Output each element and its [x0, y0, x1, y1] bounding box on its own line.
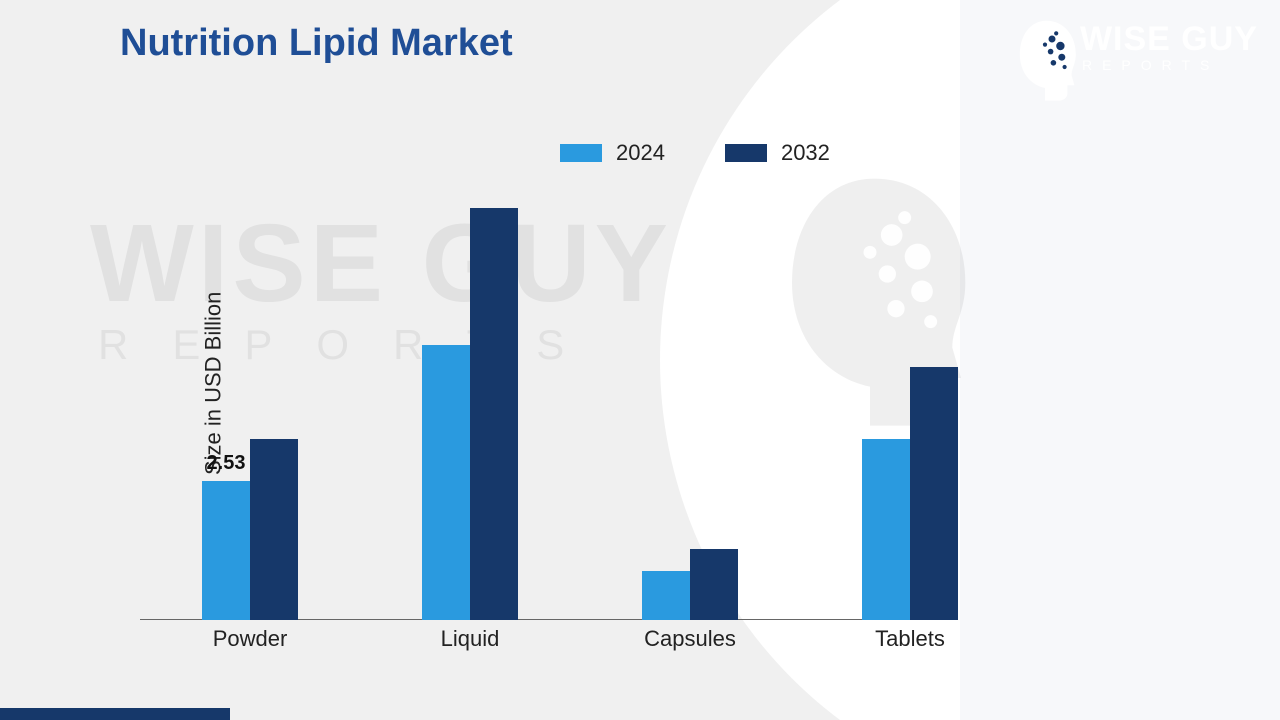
bar-2032-tablets: [910, 367, 958, 620]
logo-line1: WISE GUY: [1080, 20, 1258, 59]
bar-2032-powder: [250, 439, 298, 621]
bar-2024-liquid: [422, 345, 470, 620]
bottom-accent-strip: [0, 708, 230, 720]
bar-2032-liquid: [470, 208, 518, 621]
legend-item-2024: 2024: [560, 140, 665, 166]
bar-2024-powder: [202, 481, 250, 620]
brand-logo: WISE GUY REPORTS: [1080, 20, 1258, 73]
bar-2024-capsules: [642, 571, 690, 621]
x-label-tablets: Tablets: [875, 626, 945, 652]
canvas: Nutrition Lipid Market WISE GUY REPORTS …: [0, 0, 1280, 720]
legend-item-2032: 2032: [725, 140, 830, 166]
bar-chart: Market Size in USD Billion 2.53 PowderLi…: [95, 180, 955, 660]
x-label-powder: Powder: [213, 626, 288, 652]
bar-2032-capsules: [690, 549, 738, 621]
chart-title: Nutrition Lipid Market: [120, 22, 513, 65]
plot-area: 2.53: [140, 180, 955, 620]
legend-swatch-2032: [725, 144, 767, 162]
logo-head-icon: [1010, 18, 1080, 102]
x-label-capsules: Capsules: [644, 626, 736, 652]
logo-line2: REPORTS: [1080, 57, 1258, 73]
legend-label-2032: 2032: [781, 140, 830, 166]
value-label-powder-2024: 2.53: [207, 452, 246, 475]
legend-label-2024: 2024: [616, 140, 665, 166]
x-label-liquid: Liquid: [441, 626, 500, 652]
legend: 2024 2032: [560, 140, 830, 166]
bar-2024-tablets: [862, 439, 910, 621]
legend-swatch-2024: [560, 144, 602, 162]
